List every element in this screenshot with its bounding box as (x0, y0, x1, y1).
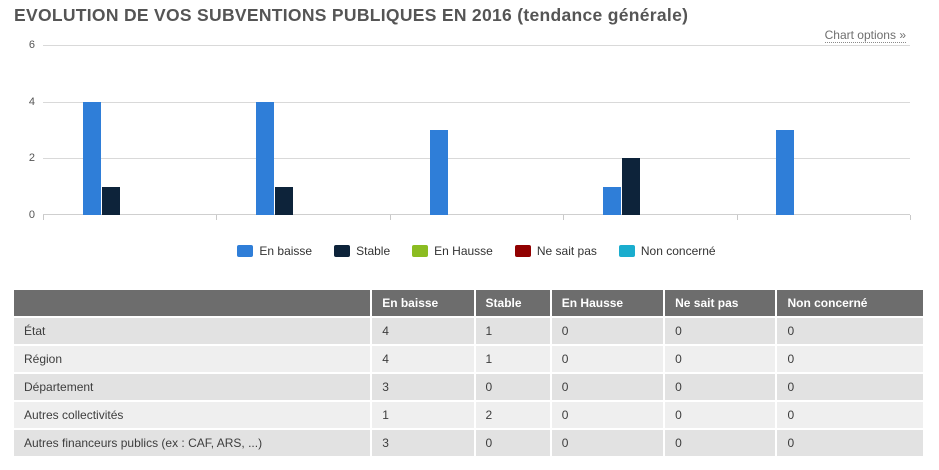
header-cell: En Hausse (551, 290, 664, 316)
value-cell: 0 (665, 318, 776, 344)
table-row: État 4 1 0 0 0 (14, 318, 923, 344)
header-cell-empty (14, 290, 371, 316)
y-axis-label: 2 (28, 152, 35, 165)
legend-item-non-concerné[interactable]: Non concerné (618, 244, 716, 258)
legend-swatch (412, 245, 429, 257)
value-cell: 1 (475, 318, 550, 344)
value-cell: 0 (665, 402, 776, 428)
table-row: Autres financeurs publics (ex : CAF, ARS… (14, 430, 923, 456)
legend-item-en-baisse[interactable]: En baisse (237, 244, 312, 258)
header-cell: Non concerné (777, 290, 923, 316)
legend-label: Ne sait pas (536, 244, 597, 258)
legend-swatch (334, 245, 351, 257)
bar-group-5 (737, 45, 910, 215)
value-cell: 0 (665, 346, 776, 372)
legend-label: En Hausse (434, 244, 493, 258)
gridline-y4 (43, 102, 910, 103)
y-axis-label: 0 (28, 209, 35, 221)
legend-swatch (618, 245, 635, 257)
legend-item-ne-sait-pas[interactable]: Ne sait pas (514, 244, 597, 258)
gridline-y0 (43, 214, 910, 215)
value-cell: 3 (372, 374, 474, 400)
header-cell: Stable (475, 290, 550, 316)
value-cell: 0 (777, 374, 923, 400)
value-cell: 1 (475, 346, 550, 372)
x-axis-tick (216, 215, 217, 220)
legend-swatch (514, 245, 531, 257)
value-cell: 3 (372, 430, 474, 456)
x-axis-tick (910, 215, 911, 220)
bar-en-baisse (776, 130, 795, 215)
value-cell: 0 (475, 374, 550, 400)
value-cell: 1 (372, 402, 474, 428)
value-cell: 0 (551, 430, 664, 456)
value-cell: 0 (777, 430, 923, 456)
bar-en-baisse (82, 102, 101, 215)
bar-stable (621, 158, 640, 215)
bar-en-baisse (602, 187, 621, 215)
value-cell: 0 (551, 346, 664, 372)
gridline-y6 (43, 45, 910, 46)
bar-group-4 (563, 45, 736, 215)
table-row: Autres collectivités 1 2 0 0 0 (14, 402, 923, 428)
x-axis-tick (43, 215, 44, 220)
row-label: Région (14, 346, 371, 372)
bar-group-1 (43, 45, 216, 215)
value-cell: 4 (372, 318, 474, 344)
row-label: État (14, 318, 371, 344)
chart-legend: En baisse Stable En Hausse Ne sait pas Non c… (43, 244, 910, 258)
legend-item-stable[interactable]: Stable (334, 244, 390, 258)
legend-swatch (237, 245, 254, 257)
bar-group-2 (216, 45, 389, 215)
value-cell: 0 (551, 374, 664, 400)
bar-stable (101, 187, 120, 215)
bar-en-baisse (429, 130, 448, 215)
bar-group-3 (390, 45, 563, 215)
value-cell: 4 (372, 346, 474, 372)
bar-groups (43, 45, 910, 215)
table-header: En baisse Stable En Hausse Ne sait pas Non c… (14, 290, 923, 316)
row-label: Département (14, 374, 371, 400)
value-cell: 0 (777, 346, 923, 372)
plot-area: 0 2 4 6 (29, 40, 911, 221)
gridline-y2 (43, 158, 910, 159)
legend-label: Non concerné (640, 244, 716, 258)
y-axis-label: 6 (28, 39, 35, 51)
legend-label: Stable (356, 244, 391, 258)
legend-label: En baisse (259, 244, 313, 258)
value-cell: 0 (777, 318, 923, 344)
table-row: Département 3 0 0 0 0 (14, 374, 923, 400)
results-table: En baisse Stable En Hausse Ne sait pas Non c… (12, 288, 925, 458)
x-axis-tick (390, 215, 391, 220)
row-label: Autres financeurs publics (ex : CAF, ARS… (14, 430, 371, 456)
x-axis-tick (737, 215, 738, 220)
header-cell: Ne sait pas (665, 290, 776, 316)
table-row: Région 4 1 0 0 0 (14, 346, 923, 372)
value-cell: 0 (665, 430, 776, 456)
chart-options-link[interactable]: Chart options » (824, 28, 906, 43)
value-cell: 2 (475, 402, 550, 428)
row-label: Autres collectivités (14, 402, 371, 428)
x-axis-tick (563, 215, 564, 220)
bar-chart: 0 2 4 6 En baisse Stable En Hausse Ne sait pas… (29, 40, 911, 258)
value-cell: 0 (551, 318, 664, 344)
bar-en-baisse (256, 102, 275, 215)
y-axis-label: 4 (28, 95, 35, 108)
legend-item-en-hausse[interactable]: En Hausse (412, 244, 493, 258)
value-cell: 0 (665, 374, 776, 400)
value-cell: 0 (551, 402, 664, 428)
value-cell: 0 (475, 430, 550, 456)
page-title: EVOLUTION DE VOS SUBVENTIONS PUBLIQUES E… (14, 5, 689, 25)
header-cell: En baisse (372, 290, 474, 316)
value-cell: 0 (777, 402, 923, 428)
bar-stable (275, 187, 294, 215)
